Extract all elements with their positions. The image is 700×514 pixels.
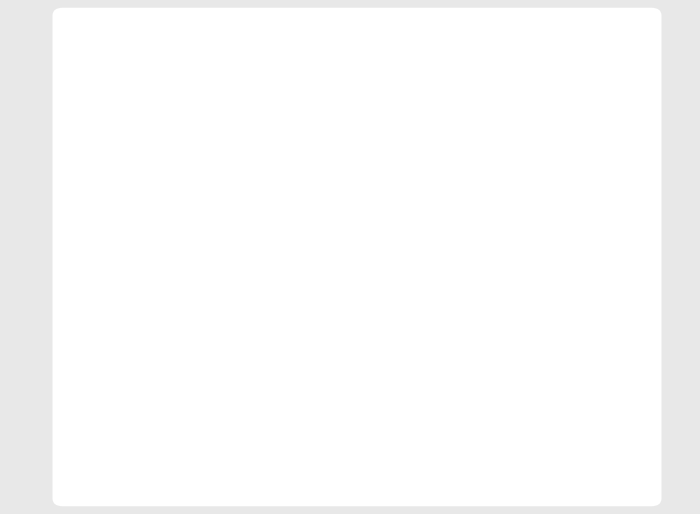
Text: Lowering interest rates: Lowering interest rates [145, 219, 386, 239]
Circle shape [100, 214, 126, 240]
Circle shape [104, 287, 116, 300]
Text: disabled people: disabled people [145, 421, 311, 441]
Text: education: education [145, 311, 248, 331]
Circle shape [100, 139, 126, 165]
Circle shape [100, 284, 126, 310]
Text: Which of the following actions is: Which of the following actions is [103, 54, 447, 74]
Text: discretionary fiscal policy?: discretionary fiscal policy? [103, 84, 379, 104]
Text: Increasing government expenditure on: Increasing government expenditure on [145, 289, 551, 309]
Text: NOT: NOT [447, 54, 496, 74]
Circle shape [104, 217, 116, 230]
Circle shape [104, 397, 116, 410]
Circle shape [104, 142, 116, 155]
Text: Increasing corporate tax from 25% to 28%: Increasing corporate tax from 25% to 28% [145, 144, 589, 164]
Text: Increasing health care benefits for: Increasing health care benefits for [145, 399, 503, 419]
Circle shape [100, 394, 126, 420]
